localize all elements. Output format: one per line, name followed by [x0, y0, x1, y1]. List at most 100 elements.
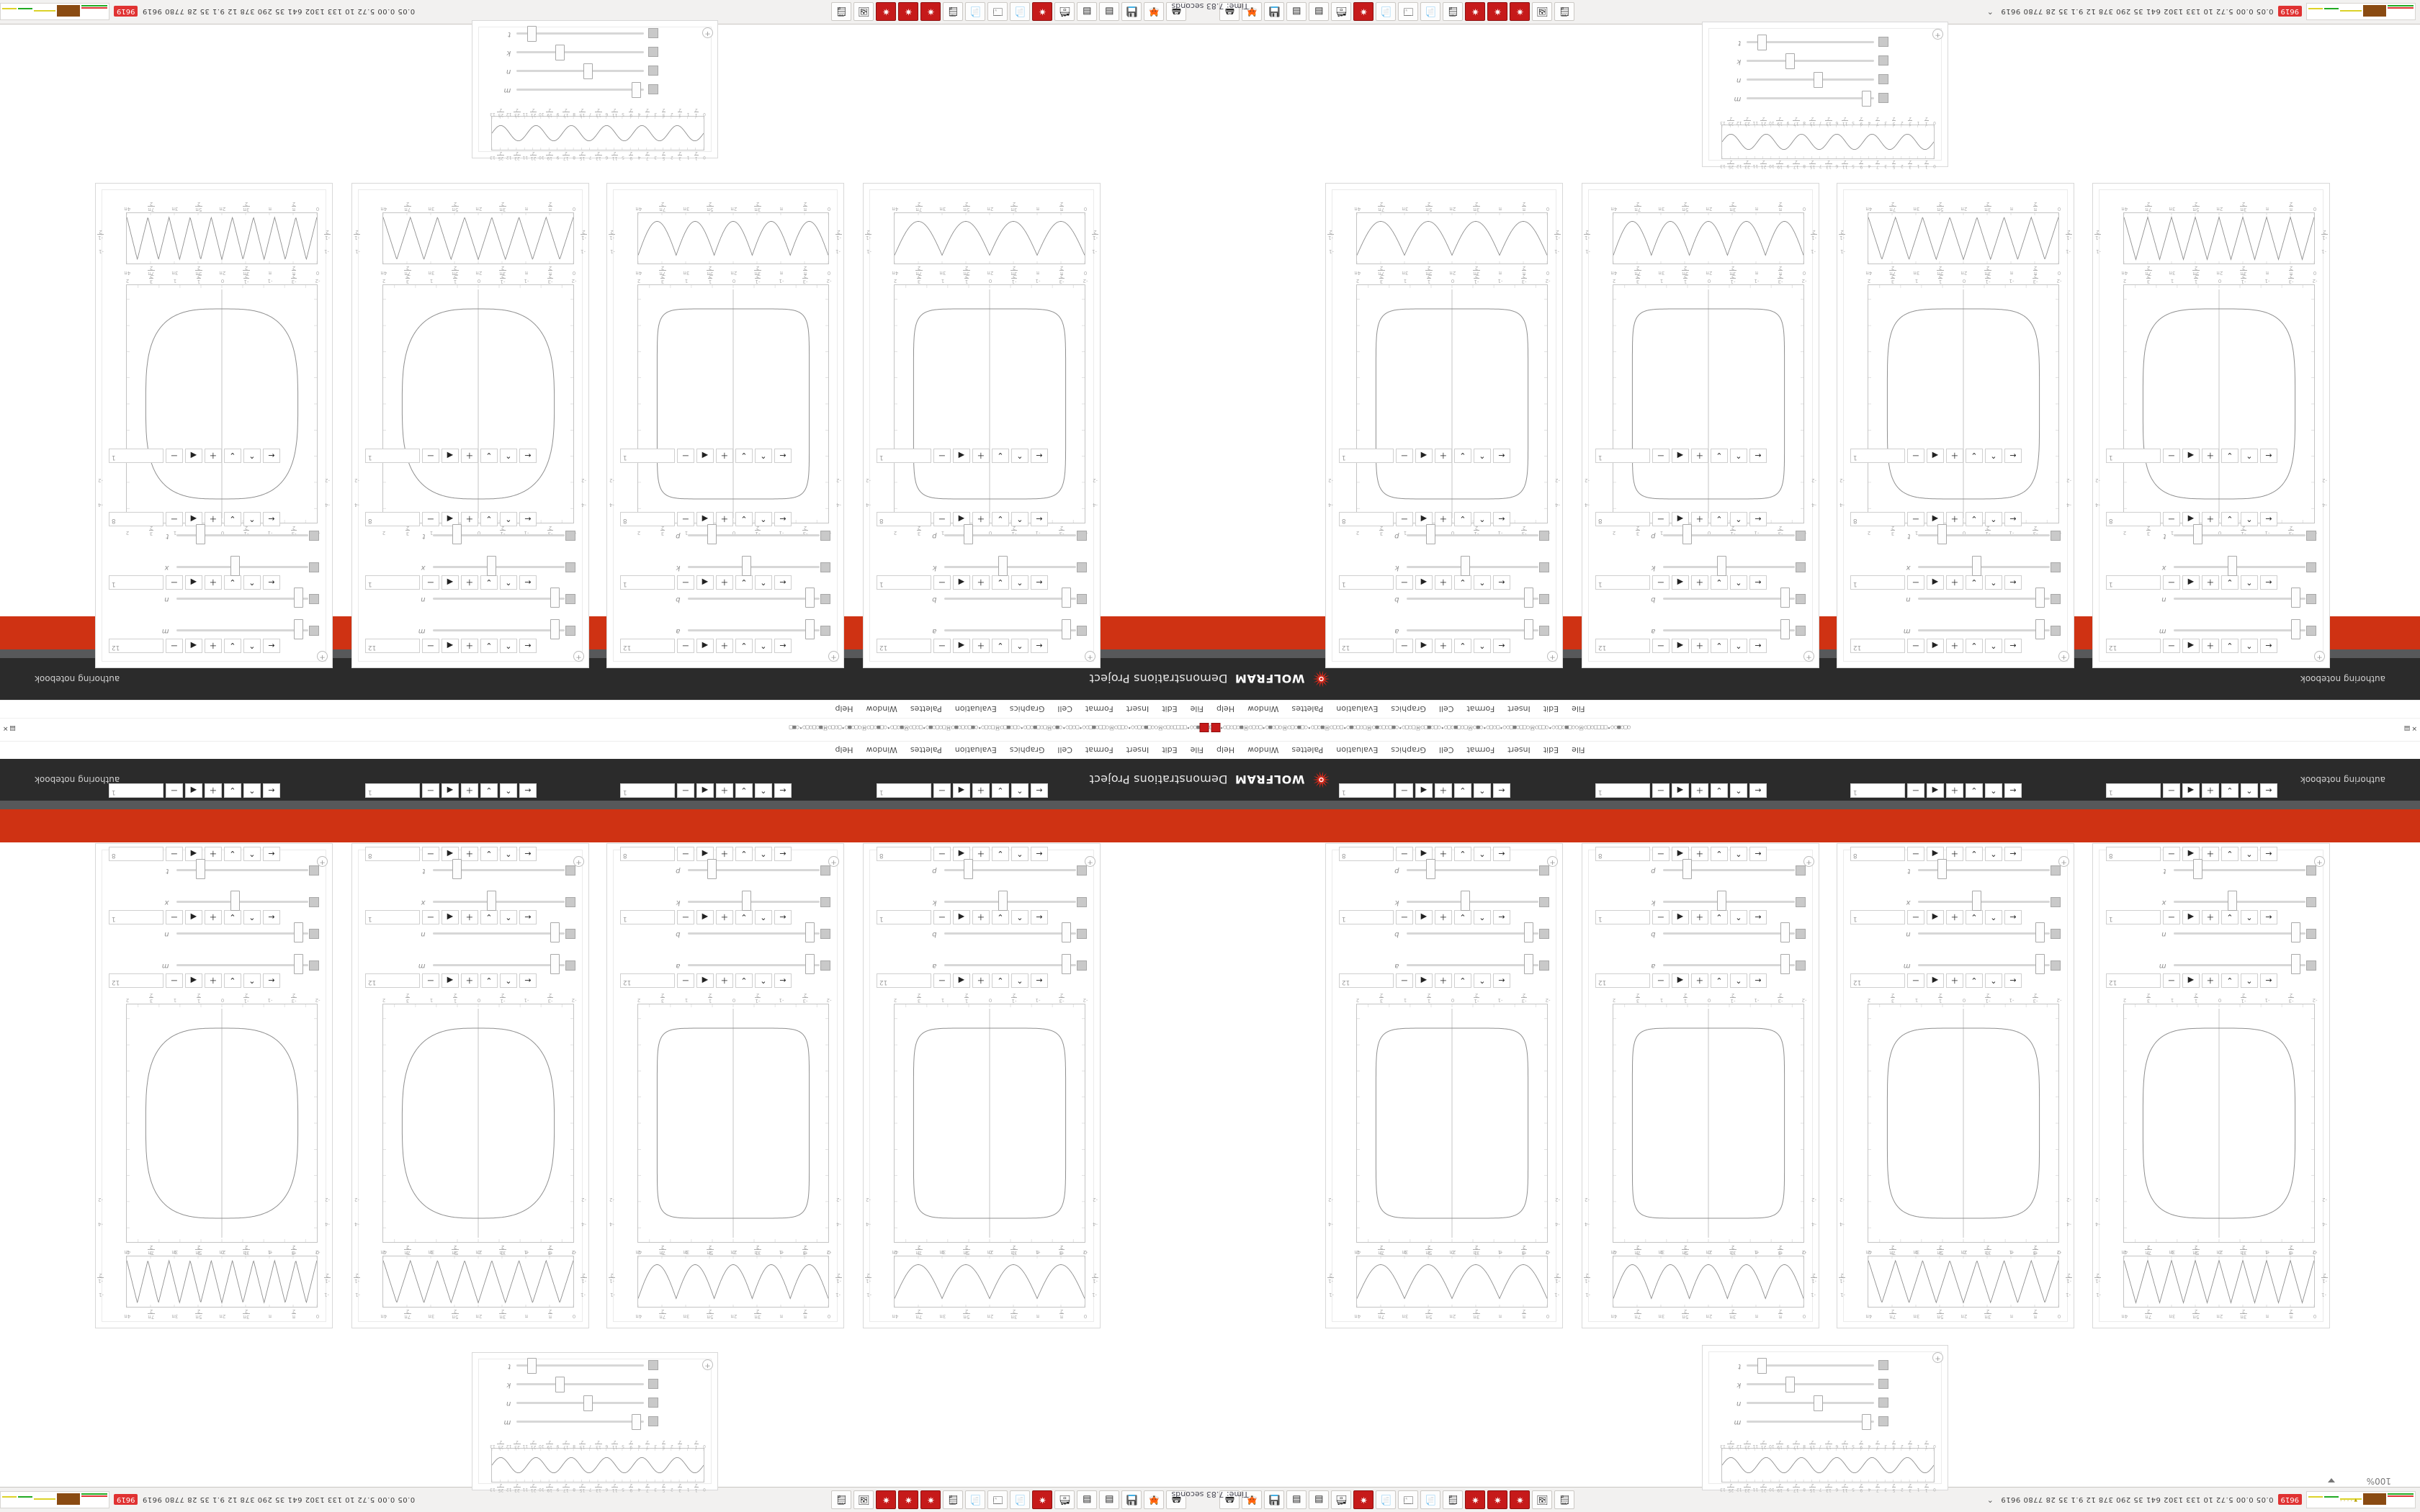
value-field-0[interactable]: 12 — [876, 639, 931, 653]
step-button-4[interactable]: ◀ — [2182, 783, 2200, 798]
step-button-2[interactable]: ⌄ — [1965, 639, 1983, 653]
slider-track-1[interactable] — [432, 932, 565, 935]
stepper-group-3[interactable]: ← ⌃ ⌄ ＋ ◀ － 1 — [619, 449, 792, 463]
step-button-1[interactable]: ⌃ — [1010, 847, 1028, 861]
stepper-group-0[interactable]: ← ⌃ ⌄ ＋ ◀ － 12 — [619, 639, 792, 653]
expand-toggle-2[interactable] — [308, 897, 319, 907]
step-button-2[interactable]: ⌄ — [991, 512, 1009, 526]
taskbar-image-icon-14[interactable]: 🖼 — [853, 1490, 874, 1509]
stepper-group-2[interactable]: ← ⌃ ⌄ ＋ ◀ － 8 — [2105, 512, 2277, 526]
expand-toggle-3[interactable] — [820, 865, 830, 876]
taskbar-document-icon-7[interactable]: 📄 — [1010, 1490, 1031, 1509]
manipulate-controls[interactable]: ← ⌃ ⌄ ＋ ◀ － 12 a ← ⌃ ⌄ ＋ ◀ － 1 b ← ⌃ ⌄ ＋ ◀ － 8 k ← ⌃ ⌄ ＋ ◀ － 1 p — [1582, 449, 1819, 654]
taskbar-mathematica-icon-2[interactable]: ✷ — [1510, 2, 1531, 21]
slider-track-1[interactable] — [944, 598, 1077, 600]
menu-item-graphics[interactable]: Graphics — [1391, 704, 1426, 714]
step-button-2[interactable]: ⌄ — [991, 639, 1009, 653]
step-button-3[interactable]: ＋ — [1945, 847, 1963, 861]
value-field-3[interactable]: 1 — [364, 449, 420, 463]
step-button-0[interactable]: ← — [262, 847, 280, 861]
control-row-0[interactable]: ← ⌃ ⌄ ＋ ◀ － 12 a — [607, 954, 843, 989]
control-row-0[interactable]: ← ⌃ ⌄ ＋ ◀ － 12 a — [1326, 619, 1562, 654]
step-button-1[interactable]: ⌃ — [243, 639, 261, 653]
taskbar-mathematica-icon-3[interactable]: ✷ — [1487, 1490, 1508, 1509]
slider-track-0[interactable] — [2173, 629, 2306, 631]
menu-icon[interactable]: ▤ — [2403, 724, 2411, 732]
expand-toggle-0[interactable] — [2305, 626, 2316, 636]
step-button-5[interactable]: － — [421, 449, 439, 463]
menu-item-file[interactable]: File — [1190, 745, 1204, 755]
notebook-menubar[interactable]: File Edit Insert Format Cell Graphics Evaluati… — [0, 700, 2420, 718]
taskbar-terminal-icon-4[interactable]: ▤ — [1077, 2, 1098, 21]
step-button-2[interactable]: ⌄ — [1453, 783, 1471, 798]
step-button-3[interactable]: ＋ — [204, 847, 222, 861]
slider-thumb-3[interactable] — [963, 524, 973, 544]
value-field-0[interactable]: 12 — [619, 639, 675, 653]
stepper-group-3[interactable]: ← ⌃ ⌄ ＋ ◀ － 1 — [364, 449, 537, 463]
mini-add-control-button[interactable]: + — [1932, 1352, 1943, 1363]
step-button-5[interactable]: － — [676, 449, 694, 463]
value-field-3[interactable]: 1 — [619, 449, 675, 463]
value-field-2[interactable]: 8 — [364, 847, 420, 861]
step-button-0[interactable]: ← — [1030, 639, 1048, 653]
expand-toggle-2[interactable] — [820, 897, 830, 907]
step-button-1[interactable]: ⌃ — [1473, 847, 1491, 861]
value-field-0[interactable]: 12 — [364, 973, 420, 988]
step-button-1[interactable]: ⌃ — [1729, 783, 1747, 798]
control-row-2[interactable]: ← ⌃ ⌄ ＋ ◀ － 8 x — [1837, 512, 2074, 591]
step-button-1[interactable]: ⌃ — [754, 512, 772, 526]
slider-track-0[interactable] — [687, 964, 820, 966]
slider-track-1[interactable] — [687, 598, 820, 600]
mini-add-control-button[interactable]: + — [702, 27, 713, 38]
step-button-5[interactable]: － — [421, 783, 439, 798]
mini-slider-track-0[interactable] — [516, 89, 644, 91]
step-button-3[interactable]: ＋ — [2201, 847, 2219, 861]
step-button-1[interactable]: ⌃ — [754, 449, 772, 463]
step-button-3[interactable]: ＋ — [460, 973, 478, 988]
menu-item-insert[interactable]: Insert — [1126, 745, 1150, 755]
mini-expand-1[interactable] — [648, 66, 659, 76]
taskbar-document-icon-6[interactable]: 📄 — [1420, 1490, 1441, 1509]
step-button-5[interactable]: － — [676, 512, 694, 526]
stepper-group-0[interactable]: ← ⌃ ⌄ ＋ ◀ － 12 — [1595, 639, 1767, 653]
expand-toggle-3[interactable] — [308, 531, 319, 541]
value-field-0[interactable]: 12 — [108, 639, 163, 653]
step-button-3[interactable]: ＋ — [972, 639, 990, 653]
taskbar-notebook-icon-5[interactable]: 🗒 — [1443, 2, 1464, 21]
control-row-1[interactable]: ← ⌃ ⌄ ＋ ◀ － 1 b — [864, 575, 1100, 623]
expand-toggle-0[interactable] — [1538, 626, 1549, 636]
demo-panel-b-bot[interactable]: 0 0 π 2 π 2 π π 3π 2 3π 2 2π 2π 5π 2 5π 2 3π 3π 7π 2 7π 2 4π 4π -1… — [1837, 183, 2074, 668]
expand-toggle-2[interactable] — [1538, 897, 1549, 907]
step-button-2[interactable]: ⌄ — [2220, 639, 2238, 653]
menu-item-format[interactable]: Format — [1085, 745, 1113, 755]
slider-thumb-3[interactable] — [452, 524, 462, 544]
menu-item-edit[interactable]: Edit — [1162, 704, 1178, 714]
add-control-button[interactable]: + — [1085, 856, 1095, 867]
expand-toggle-3[interactable] — [1538, 531, 1549, 541]
step-button-1[interactable]: ⌃ — [1729, 639, 1747, 653]
step-button-5[interactable]: － — [421, 847, 439, 861]
slider-track-0[interactable] — [687, 629, 820, 631]
step-button-4[interactable]: ◀ — [696, 973, 714, 988]
expand-toggle-1[interactable] — [565, 929, 575, 939]
step-button-4[interactable]: ◀ — [1926, 783, 1944, 798]
control-row-1[interactable]: ← ⌃ ⌄ ＋ ◀ － 1 b — [607, 575, 843, 623]
mini-slider-thumb-2[interactable] — [1785, 1377, 1796, 1392]
slider-track-1[interactable] — [1917, 598, 2051, 600]
mini-slider-track-1[interactable] — [1747, 1402, 1874, 1404]
taskbar-archive-icon-5[interactable]: 🗃 — [1054, 1490, 1075, 1509]
mini-slider-track-0[interactable] — [516, 1421, 644, 1423]
step-button-3[interactable]: ＋ — [204, 639, 222, 653]
value-field-3[interactable]: 1 — [1595, 449, 1650, 463]
control-row-0[interactable]: ← ⌃ ⌄ ＋ ◀ － 12 m — [96, 954, 332, 989]
control-row-3[interactable]: ← ⌃ ⌄ ＋ ◀ － 1 p — [607, 783, 843, 894]
step-button-4[interactable]: ◀ — [1926, 449, 1944, 463]
control-row-0[interactable]: ← ⌃ ⌄ ＋ ◀ － 12 m — [96, 619, 332, 654]
step-button-1[interactable]: ⌃ — [1473, 783, 1491, 798]
expand-toggle-3[interactable] — [2305, 531, 2316, 541]
step-button-2[interactable]: ⌄ — [223, 847, 241, 861]
control-row-3[interactable]: ← ⌃ ⌄ ＋ ◀ － 1 t — [2093, 449, 2329, 559]
value-field-3[interactable]: 1 — [108, 449, 163, 463]
manipulate-controls[interactable]: ← ⌃ ⌄ ＋ ◀ － 12 a ← ⌃ ⌄ ＋ ◀ － 1 b ← ⌃ ⌄ ＋ ◀ － 8 k ← ⌃ ⌄ ＋ ◀ － 1 p — [864, 449, 1100, 654]
slider-track-1[interactable] — [944, 932, 1077, 935]
